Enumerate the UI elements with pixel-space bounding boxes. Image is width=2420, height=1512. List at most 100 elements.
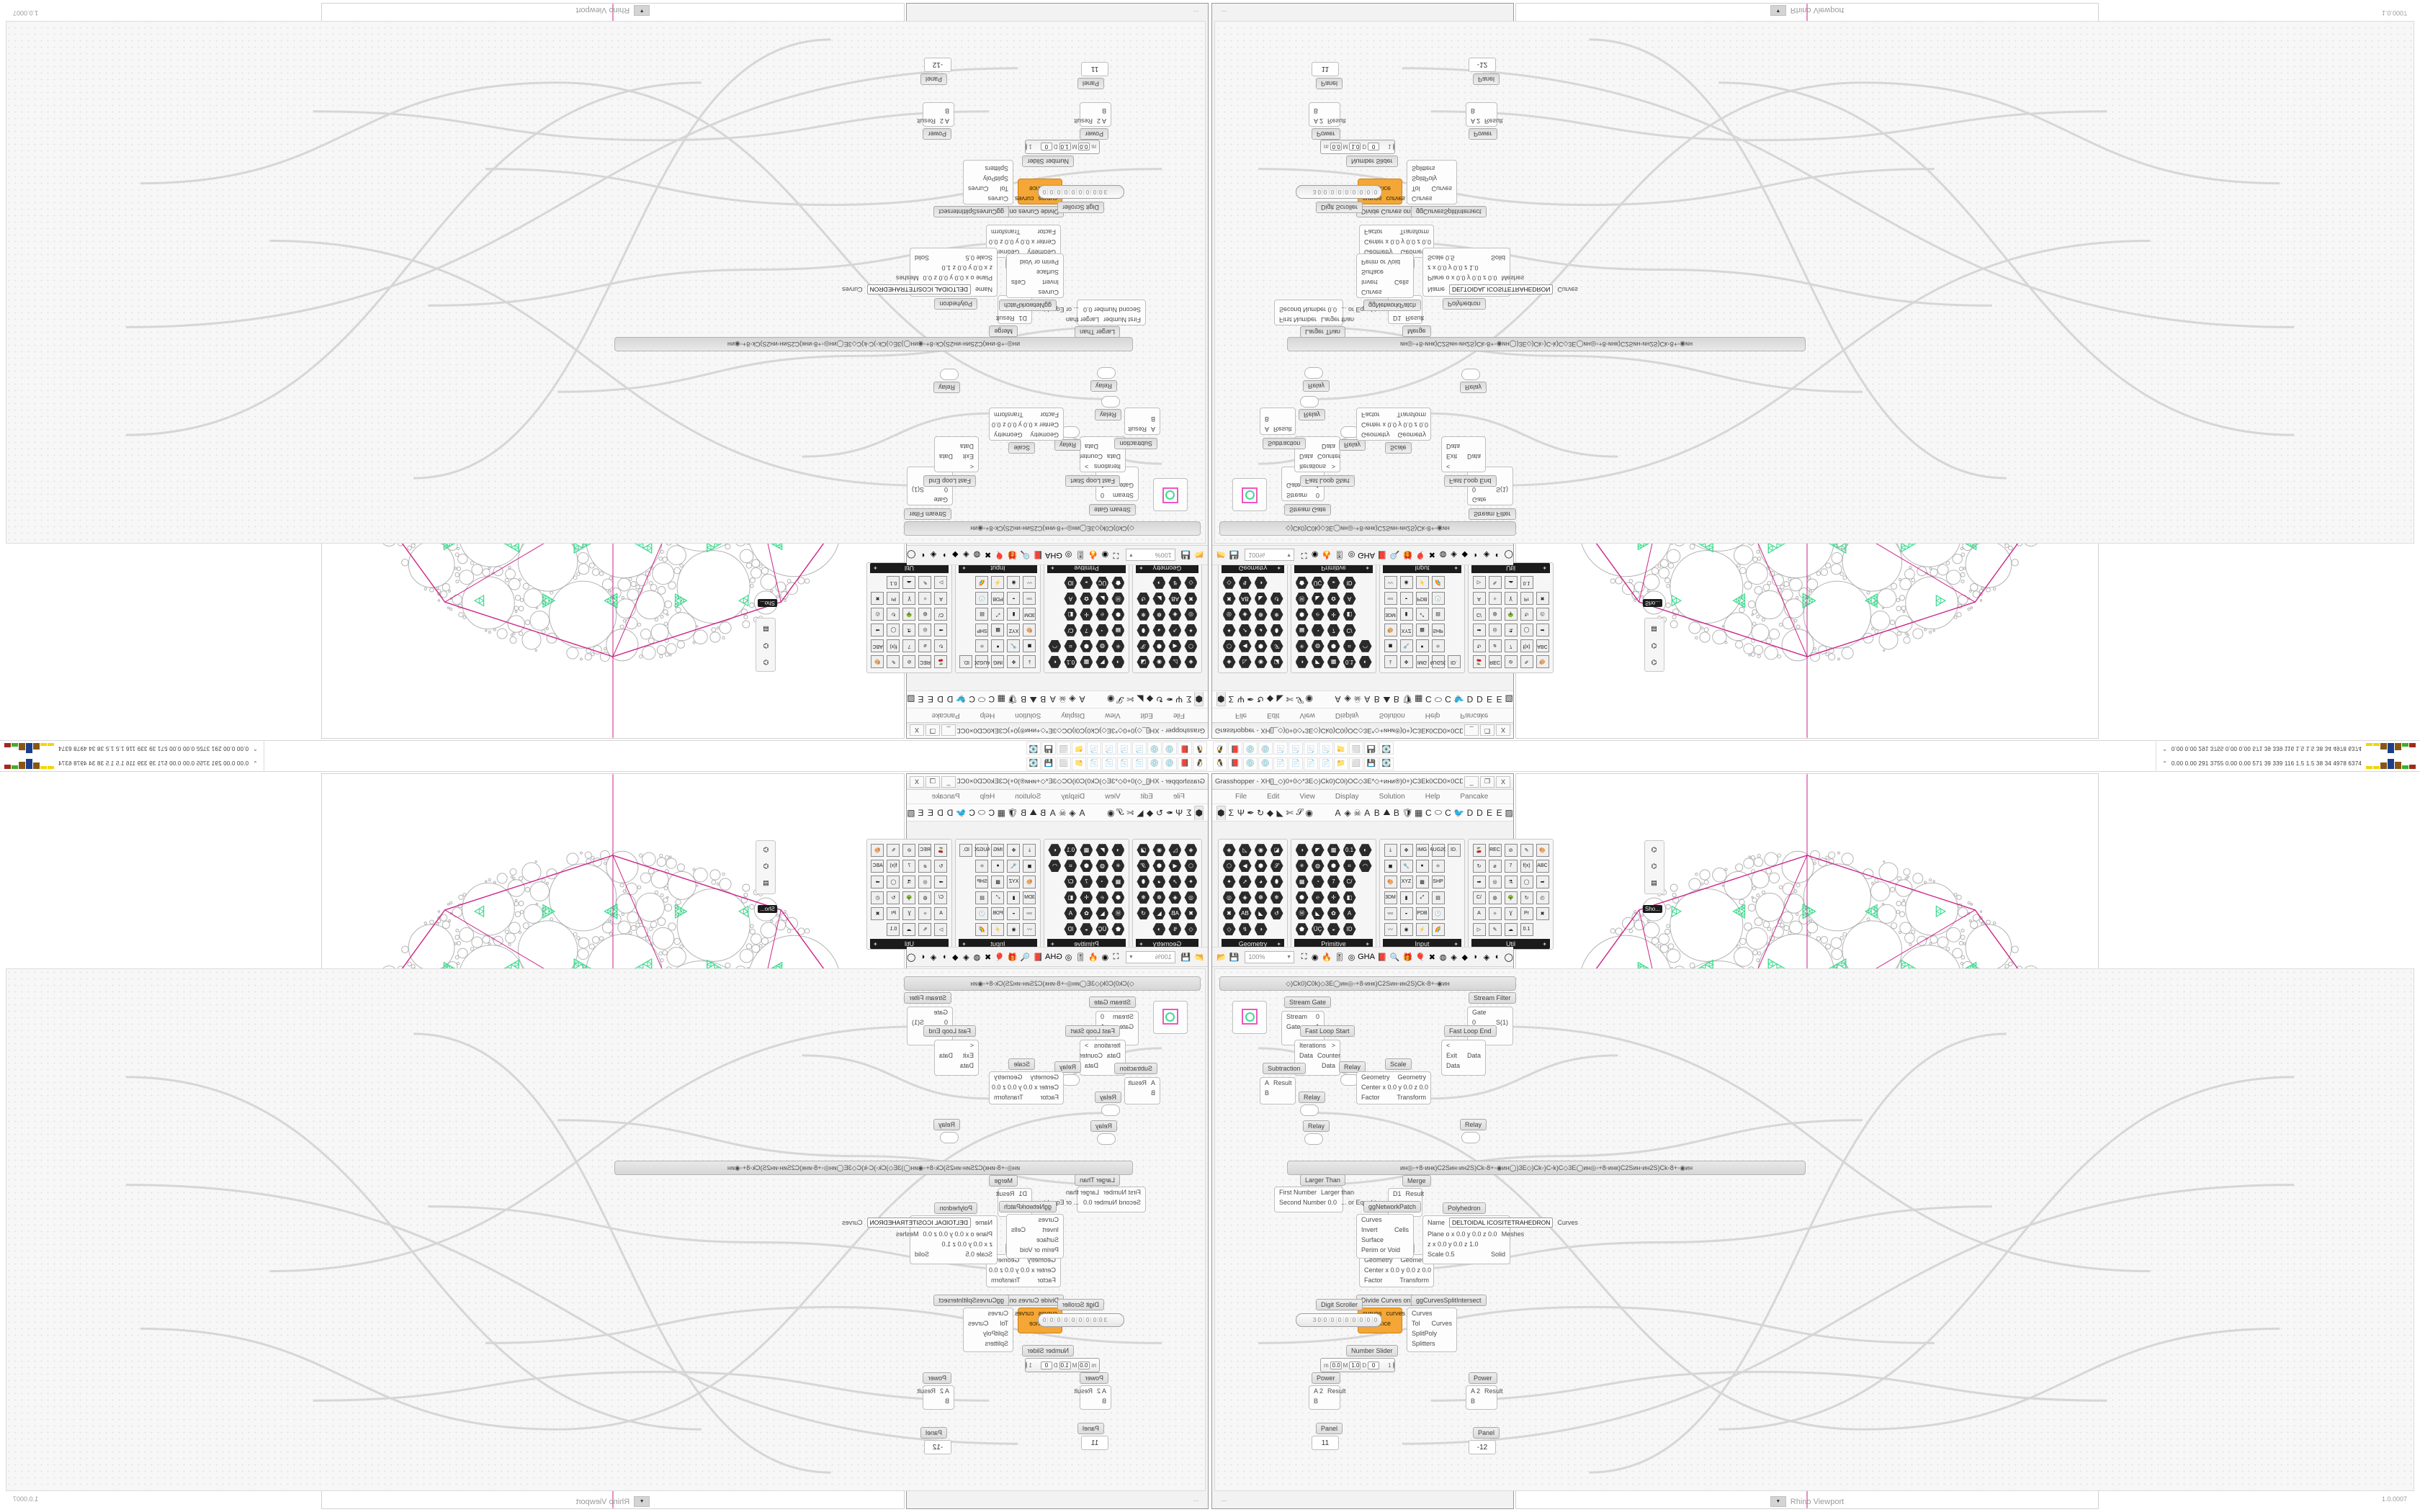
mesh-tab[interactable]: ◣ xyxy=(1276,807,1283,818)
scroller-digit[interactable]: 0 xyxy=(1041,1317,1048,1323)
component-button[interactable]: PDB xyxy=(1415,591,1430,606)
mesh-tab[interactable]: ◣ xyxy=(1137,807,1144,818)
system-tray[interactable]: ⌃ 0.00 0.00 291 3755 0.00 0.00 571 39 33… xyxy=(2156,740,2420,756)
canvas-tool-button[interactable]: ◈ xyxy=(930,550,937,559)
component-button[interactable]: ◉ xyxy=(1006,922,1021,937)
canvas-tool-button[interactable]: 🎁 xyxy=(1402,953,1413,962)
component-button[interactable]: Ⓜ xyxy=(1111,906,1126,921)
component-button[interactable]: ⌗ xyxy=(1063,858,1078,873)
component-button[interactable]: XYZ xyxy=(1006,623,1021,638)
vector-tab[interactable]: ✒ xyxy=(1247,807,1255,818)
scroller-digit[interactable]: 0 xyxy=(1041,189,1048,195)
addon-b2-tab[interactable]: B xyxy=(1393,807,1399,818)
addon-a1-tab[interactable]: A xyxy=(1335,694,1341,705)
canvas-tool-button[interactable]: 🎈 xyxy=(995,953,1005,962)
panel-expand-icon[interactable]: ✦ xyxy=(1365,940,1370,948)
component-button[interactable]: ID xyxy=(1342,575,1357,590)
node-label-relay-4[interactable]: Relay xyxy=(1460,382,1487,393)
component-button[interactable]: 🌈 xyxy=(974,922,990,937)
node-label-gg-curves-split-intersect[interactable]: ggCurvesSplitIntersect xyxy=(933,206,1009,217)
component-button[interactable]: ◒ xyxy=(1399,591,1414,606)
component-button[interactable]: ⬢ xyxy=(1326,639,1341,654)
component-panel-geometry[interactable]: ◈ ⬡ ✦ ◎ ✖ ◇ ◺ ◀ ➚ ◈ AB ↯ ◉ ⬢ ◕ ☸ ◣ ◑ ◪ 𝒮 ⬮ ❄ ↺ Geometry ✦ xyxy=(1218,562,1288,673)
component-button[interactable]: ◈ xyxy=(1183,654,1198,670)
component-button[interactable]: 🕐 xyxy=(974,591,990,606)
canvas-tool-button[interactable]: 🎁 xyxy=(1007,550,1018,559)
menu-item-file[interactable]: File xyxy=(1173,793,1185,801)
component-button[interactable]: ◧ xyxy=(1063,607,1078,622)
component-button[interactable]: ⬮ xyxy=(1136,623,1151,638)
notepad-icon[interactable]: 📄 xyxy=(1289,742,1303,755)
slider-D[interactable]: 0 xyxy=(1040,1361,1052,1369)
component-button[interactable]: ⬢ xyxy=(1111,890,1126,905)
canvas-tool-button[interactable]: 📂 xyxy=(1216,550,1227,559)
scroller-digit[interactable]: 0 xyxy=(1077,189,1084,195)
addon-shield-tab[interactable]: 🛡 xyxy=(1402,694,1413,705)
component-button[interactable]: ⊘ xyxy=(1503,842,1518,858)
component-button[interactable]: ↺ xyxy=(1136,591,1151,606)
component-button[interactable]: ▮ xyxy=(1399,607,1414,622)
windows-taskbar[interactable]: 🐧 📕 💿 💿 📄 📄 📄 📄 📁 ⬜ 💾 💽 ⌃ 0.00 0.00 291 3755 0.00 0… xyxy=(1210,756,2420,772)
component-button[interactable]: ◈ xyxy=(1237,607,1252,622)
canvas-tool-button[interactable]: 🔍 xyxy=(1020,550,1031,559)
component-button[interactable]: ⚗ xyxy=(1503,874,1518,889)
component-button[interactable]: 7 xyxy=(902,639,917,654)
component-button[interactable]: ⊘ xyxy=(902,842,917,858)
menu-item-edit[interactable]: Edit xyxy=(1140,711,1153,719)
component-button[interactable]: ◈ xyxy=(1222,654,1237,670)
addon-blob-tab[interactable]: ⬭ xyxy=(978,807,986,817)
component-panel-input[interactable]: ⤓ ◼ 🎨 3DM 👓 〰 ✥ 🔧 XYZ ▮ ◒ ◉ IMG ● ▩ ⤢ PDB ⚡ AUG20 ⚛ SHP ▤ 🕐 🌈 ID… xyxy=(955,562,1041,673)
menu-item-edit[interactable]: Edit xyxy=(1267,711,1280,719)
component-button[interactable]: ℮ xyxy=(1095,890,1110,905)
canvas-tool-button[interactable]: 📂 xyxy=(1193,550,1204,559)
redbook-icon[interactable]: 📕 xyxy=(1228,757,1242,770)
component-button[interactable]: ✧ xyxy=(1487,591,1502,606)
addon-bird-tab[interactable]: 🐦 xyxy=(955,807,967,818)
tray-expand-icon[interactable]: ⌃ xyxy=(2162,745,2167,752)
component-button[interactable]: ↻ xyxy=(933,858,949,873)
node-label-fast-loop-end[interactable]: Fast Loop End xyxy=(923,475,976,487)
intersect-tab[interactable]: ✄ xyxy=(1286,694,1294,705)
node-label-fast-loop-start[interactable]: Fast Loop Start xyxy=(1065,475,1120,487)
node-label-scale-1[interactable]: Scale xyxy=(1008,1058,1035,1070)
addon-bird-tab[interactable]: 🐦 xyxy=(955,694,967,705)
component-panel-row[interactable]: ◈ ⬡ ✦ ◎ ✖ ◇ ◺ ◀ ➚ ◈ AB ↯ ◉ ⬢ ◕ ☸ ◣ ◑ ◪ 𝒮 ⬮ ❄ ↺ Geometry ✦ ◑ ✳ ▦ ⬢ Ⓜ ⬟ ◤… xyxy=(1218,562,1554,673)
component-button[interactable]: ◤ xyxy=(1310,654,1325,670)
canvas-tool-button[interactable]: ◐ xyxy=(1494,551,1500,559)
node-gg-curves-split-intersect[interactable]: Curves Tol Curves SplitPoly Splitters xyxy=(963,160,1013,204)
canvas-tool-button[interactable]: GHA xyxy=(1045,953,1062,961)
addon-shield-tab[interactable]: 🛡 xyxy=(1007,807,1018,818)
component-button[interactable]: PDB xyxy=(1415,906,1430,921)
canvas-tool-button[interactable]: 📕 xyxy=(1377,953,1387,962)
close-button[interactable]: X xyxy=(910,775,924,788)
addon-blob-tab[interactable]: ⬭ xyxy=(1434,807,1442,817)
component-button[interactable]: ▩ xyxy=(1415,874,1430,889)
component-button[interactable]: ☸ xyxy=(1152,890,1167,905)
params-tab[interactable]: ⬢ xyxy=(1194,692,1204,707)
component-button[interactable]: ◍ xyxy=(1310,858,1325,873)
canvas-tool-button[interactable]: 🔍 xyxy=(1020,953,1031,962)
group-bar-mid[interactable]: ин◎◦+8◦инк)C2Sин◦ин2S)Ck◦8+◦◉ин◯)3E◇)Ck◦… xyxy=(614,1161,1133,1175)
component-button[interactable]: ◉ xyxy=(1253,842,1268,858)
grasshopper-canvas[interactable]: ◇)Ck0)C0k)◇3E◯ин◎◦+8◦инк)C2Sин◦ин2S)Ck◦8… xyxy=(6,21,1206,544)
component-button[interactable]: ✥ xyxy=(1006,842,1021,858)
canvas-tool-button[interactable]: ◍ xyxy=(1439,550,1447,559)
component-button[interactable]: ◣ xyxy=(1095,591,1110,606)
scroller-digit[interactable]: 0 xyxy=(1077,1317,1084,1323)
component-button[interactable]: ◤ xyxy=(1310,842,1325,858)
panel-1[interactable]: 11 xyxy=(1312,1436,1339,1450)
component-button[interactable]: ⚡ xyxy=(990,575,1005,590)
component-button[interactable]: ➡ xyxy=(870,623,885,638)
component-button[interactable]: 🎨 xyxy=(1383,623,1398,638)
tray-expand-icon[interactable]: ⌃ xyxy=(2162,760,2167,767)
component-panel-input[interactable]: ⤓ ◼ 🎨 3DM 👓 〰 ✥ 🔧 XYZ ▮ ◒ ◉ IMG ● ▩ ⤢ PDB ⚡ AUG20 ⚛ SHP ▤ 🕐 🌈 ID… xyxy=(1379,839,1465,950)
menu-item-edit[interactable]: Edit xyxy=(1267,793,1280,801)
component-button[interactable]: ◠ xyxy=(1047,858,1062,873)
scroller-digit[interactable]: 0 xyxy=(1372,189,1379,195)
red-disc-icon[interactable]: 💿 xyxy=(1258,742,1273,755)
viewport-menu-icon[interactable]: ▼ xyxy=(1770,1496,1786,1507)
group-bar-top[interactable]: ◇)Ck0)C0k)◇3E◯ин◎◦+8◦инк)C2Sин◦ин2S)Ck◦8… xyxy=(1219,521,1516,536)
component-button[interactable]: ➚ xyxy=(1237,623,1252,638)
component-button[interactable]: ◑ xyxy=(1152,922,1167,937)
component-button[interactable]: C/ xyxy=(1342,623,1357,638)
